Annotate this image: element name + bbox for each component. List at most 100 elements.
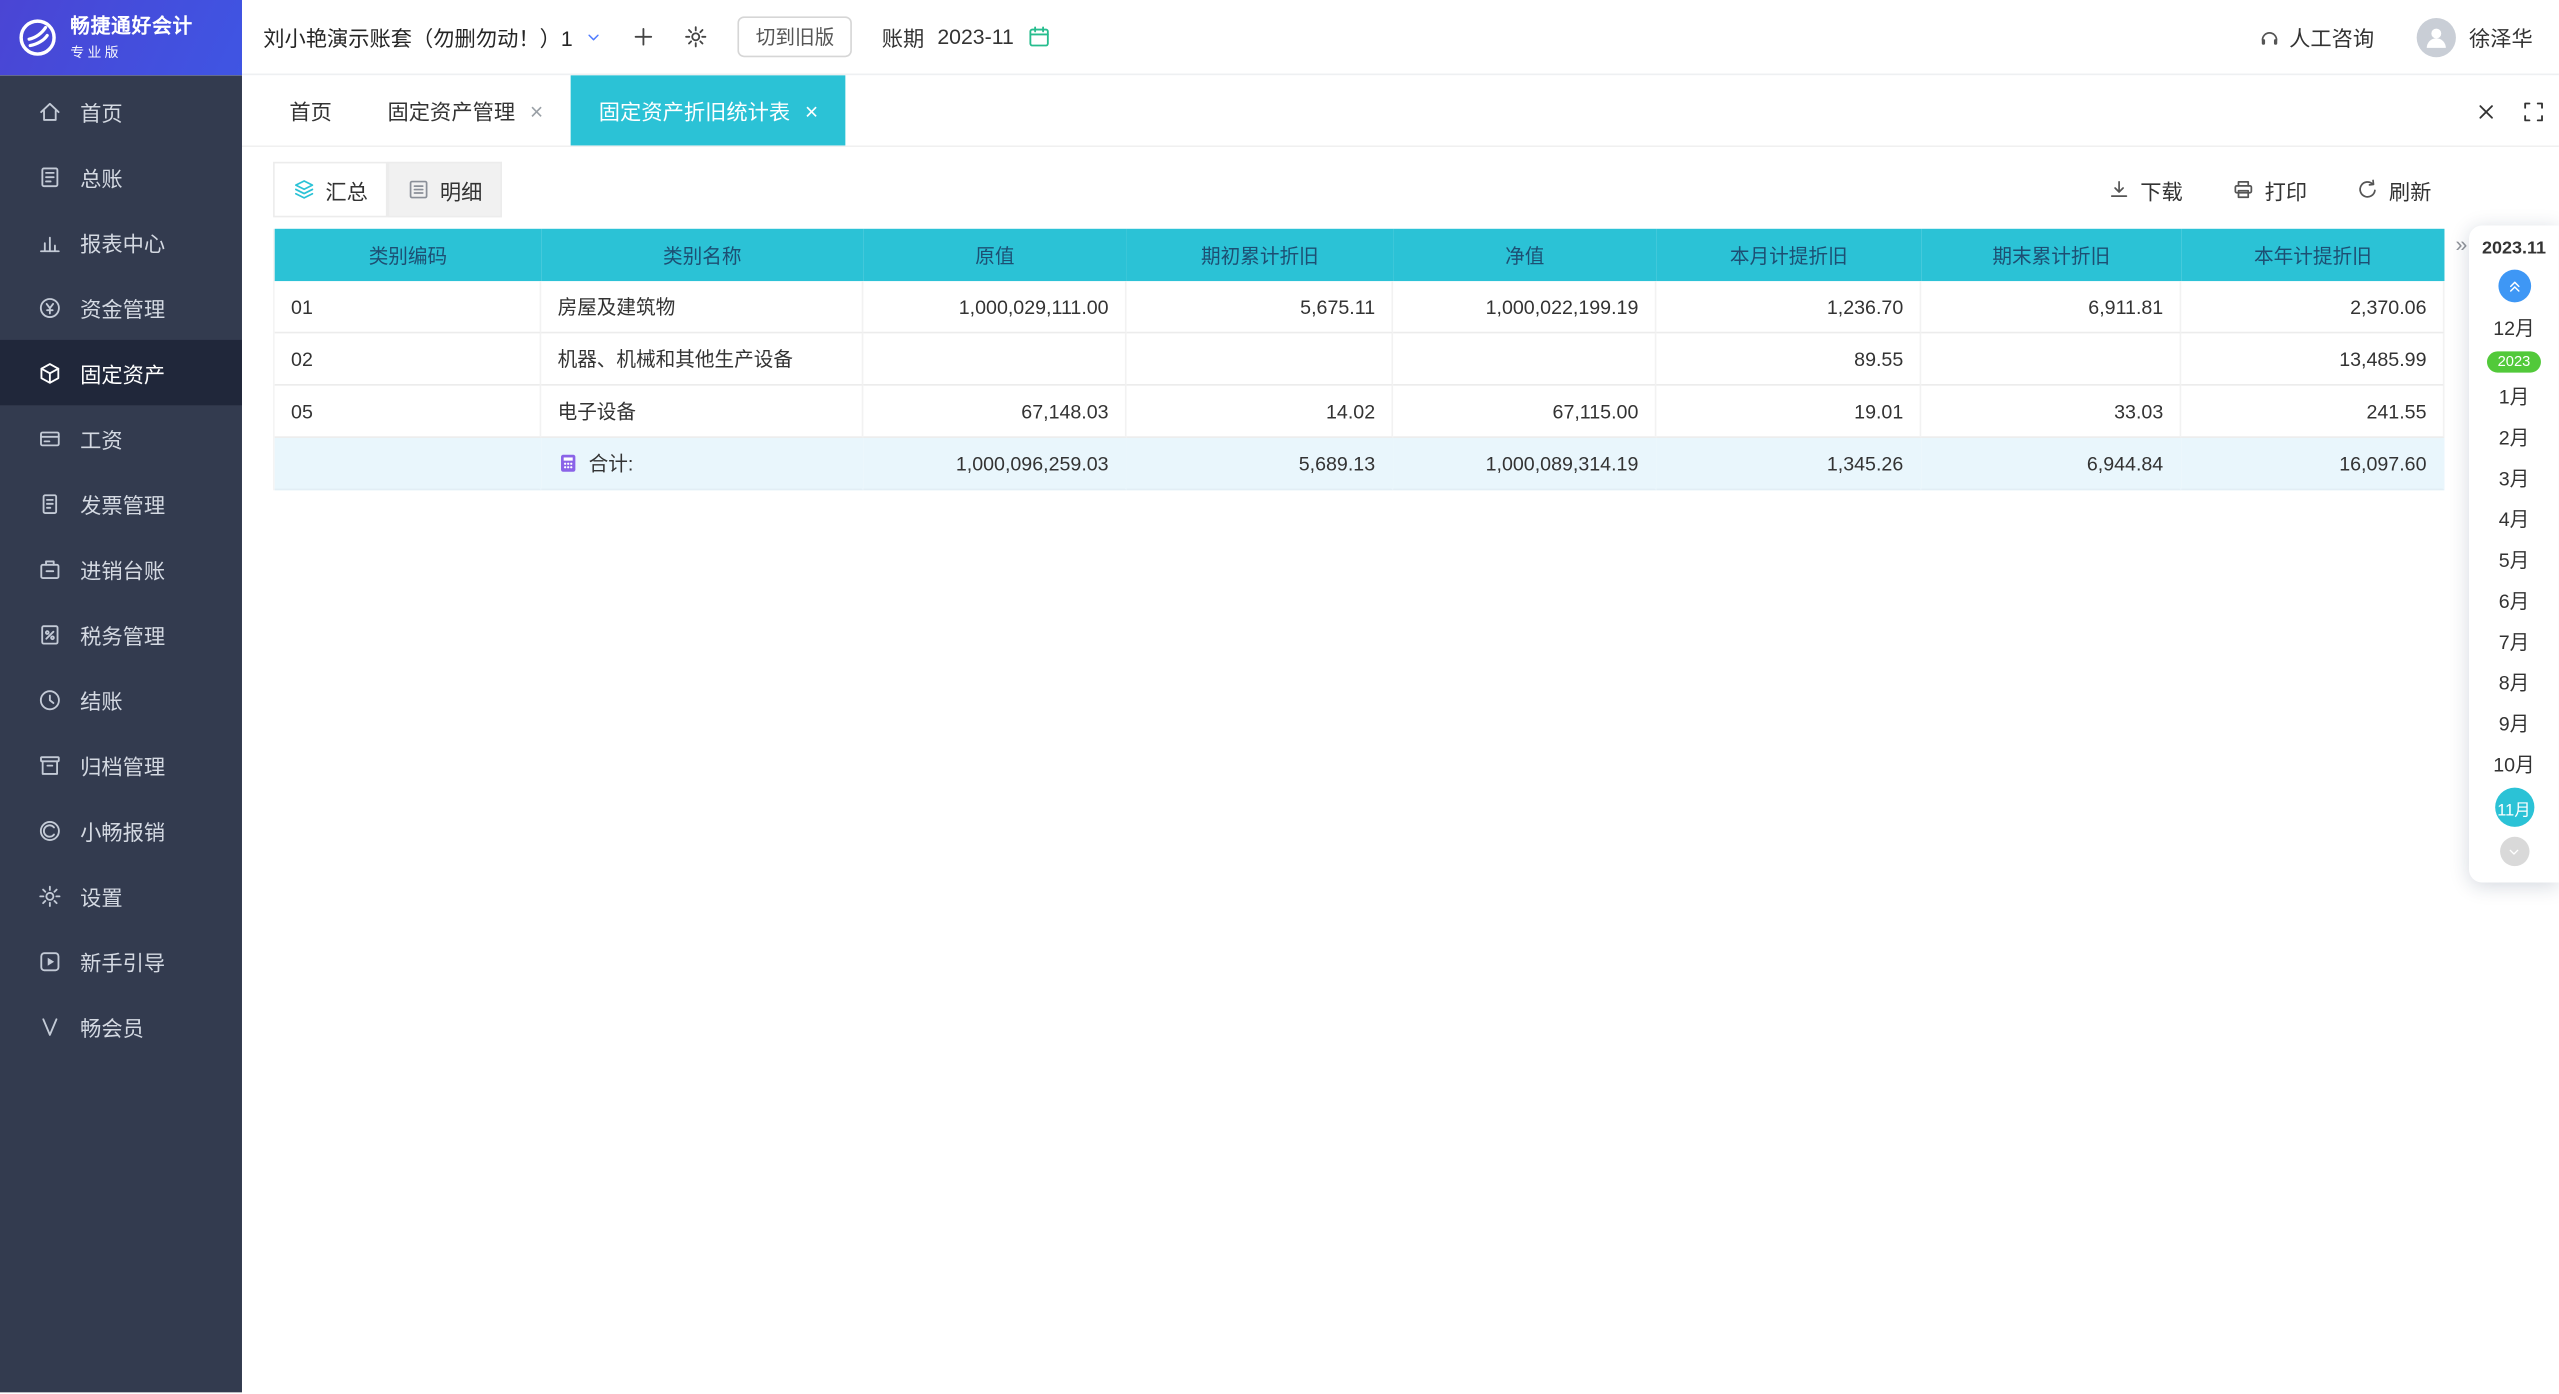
month-item[interactable]: 2月 <box>2498 426 2530 450</box>
content-area: 汇总 明细 下载 打印 <box>241 147 2559 1393</box>
month-item[interactable]: 7月 <box>2498 630 2530 654</box>
tax-icon <box>38 622 63 647</box>
sidebar: 首页总账报表中心 资金管理 固定资产 工资 发票管理 进销台账税务管理结账归档管理小畅报销… <box>0 75 242 1393</box>
fullscreen-button[interactable] <box>2521 99 2546 124</box>
month-item[interactable]: 3月 <box>2498 467 2530 491</box>
download-icon <box>2108 178 2131 201</box>
report-icon <box>38 230 63 255</box>
column-header[interactable]: 期末累计折旧 <box>1921 228 2182 282</box>
table-total-cell: 1,345.26 <box>1656 437 1922 491</box>
column-header[interactable]: 原值 <box>863 228 1127 282</box>
support-button[interactable]: 人工咨询 <box>2258 21 2374 52</box>
sidebar-item-gear[interactable]: 设置 <box>0 863 242 928</box>
table-cell: 67,115.00 <box>1393 385 1657 438</box>
summary-toggle-button[interactable]: 汇总 <box>273 161 388 218</box>
header-right-cluster: 人工咨询 徐泽华 <box>2258 17 2559 57</box>
tab-bar: 首页 固定资产管理 × 固定资产折旧统计表 × <box>241 75 2559 148</box>
sidebar-item-label: 归档管理 <box>80 754 166 779</box>
sidebar-item-home[interactable]: 首页 <box>0 78 242 143</box>
print-icon <box>2232 178 2255 201</box>
tab-1[interactable]: 固定资产管理 × <box>360 75 571 145</box>
sidebar-item-asset[interactable]: 固定资产 <box>0 339 242 406</box>
sidebar-item-ledger[interactable]: 总账 <box>0 144 242 209</box>
month-item[interactable]: 8月 <box>2498 671 2530 695</box>
account-set-selector[interactable]: 刘小艳演示账套（勿删勿动！）1 <box>263 21 603 52</box>
sidebar-item-label: 总账 <box>80 165 123 191</box>
close-tab-icon[interactable]: × <box>529 97 544 124</box>
sidebar-item-label: 设置 <box>80 884 123 910</box>
table-row[interactable]: 05 电子设备 67,148.03 14.02 67,115.00 19.01 33.03 2… <box>274 385 2445 438</box>
add-account-button[interactable] <box>632 25 657 50</box>
month-item[interactable]: 6月 <box>2498 589 2530 613</box>
close-tab-icon[interactable]: × <box>804 97 819 124</box>
column-header[interactable]: 类别编码 <box>274 228 542 282</box>
table-row[interactable]: 01 房屋及建筑物 1,000,029,111.00 5,675.11 1,000,02… <box>274 281 2445 334</box>
sidebar-item-archive[interactable]: 归档管理 <box>0 732 242 797</box>
home-icon <box>38 99 63 124</box>
table-cell: 机器、机械和其他生产设备 <box>541 333 864 386</box>
tab-0[interactable]: 首页 <box>262 75 360 145</box>
ledger-icon <box>38 164 63 189</box>
user-name[interactable]: 徐泽华 <box>2468 26 2533 51</box>
tab-actions <box>2474 75 2546 147</box>
column-header[interactable]: 类别名称 <box>541 228 864 282</box>
sidebar-item-member[interactable]: 畅会员 <box>0 994 242 1059</box>
inout-icon <box>38 556 63 581</box>
header-settings-gear-button[interactable] <box>684 25 709 50</box>
invoice-icon <box>38 491 63 516</box>
report-actions: 下载 打印 刷新 <box>2108 174 2431 205</box>
month-item[interactable]: 1月 <box>2498 385 2530 409</box>
month-item-selected[interactable]: 11月 <box>2494 787 2534 827</box>
month-item[interactable]: 12月 <box>2493 317 2535 340</box>
archive-icon <box>38 753 63 778</box>
column-header[interactable]: 期初累计折旧 <box>1126 228 1394 282</box>
sidebar-item-inout[interactable]: 进销台账 <box>0 536 242 601</box>
sidebar-item-report[interactable]: 报表中心 <box>0 209 242 274</box>
table-total-cell: 1,000,089,314.19 <box>1393 437 1657 491</box>
tab-2[interactable]: 固定资产折旧统计表 × <box>571 75 847 146</box>
detail-toggle-button[interactable]: 明细 <box>387 161 502 218</box>
scroll-down-button[interactable] <box>2499 836 2529 867</box>
tab-label: 固定资产折旧统计表 <box>598 99 791 125</box>
month-item[interactable]: 4月 <box>2498 508 2530 532</box>
switch-old-version-button[interactable]: 切到旧版 <box>737 16 853 58</box>
reimburse-icon <box>38 818 63 843</box>
table-cell: 67,148.03 <box>863 385 1127 438</box>
sidebar-item-label: 结账 <box>80 688 123 714</box>
scroll-up-button[interactable] <box>2497 269 2531 303</box>
month-item[interactable]: 9月 <box>2498 712 2530 736</box>
table-cell: 19.01 <box>1656 385 1922 438</box>
period-panel-collapse-handle[interactable]: » <box>2455 232 2468 257</box>
summary-label: 汇总 <box>325 178 368 204</box>
member-icon <box>38 1014 63 1039</box>
refresh-button[interactable]: 刷新 <box>2356 174 2431 205</box>
calendar-icon[interactable] <box>1027 25 1052 50</box>
avatar[interactable] <box>2416 17 2456 57</box>
sidebar-item-label: 税务管理 <box>80 623 166 648</box>
table-row[interactable]: 02 机器、机械和其他生产设备 89.55 13,485.99 <box>274 333 2445 386</box>
top-header: 畅捷通好会计 专业版 刘小艳演示账套（勿删勿动！）1 切到旧版 账期 2023-… <box>0 0 2559 76</box>
year-badge: 2023 <box>2487 351 2541 373</box>
sidebar-item-fund[interactable]: 资金管理 <box>0 275 242 340</box>
download-button[interactable]: 下载 <box>2108 174 2183 205</box>
sidebar-item-tax[interactable]: 税务管理 <box>0 601 242 666</box>
table-cell: 2,370.06 <box>2181 281 2445 334</box>
sidebar-item-closing[interactable]: 结账 <box>0 667 242 732</box>
month-item[interactable]: 10月 <box>2493 753 2535 777</box>
salary-icon <box>38 426 63 451</box>
sidebar-item-guide[interactable]: 新手引导 <box>0 928 242 993</box>
period-panel: 2023.11 12月 2023 1月 2月 3月 4月 5月 6月 7月 8月 9月 10月 11月 <box>2469 225 2559 883</box>
depreciation-table: 类别编码 类别名称 原值 期初累计折旧 净值 本月计提折旧 期末累计折旧 本年计提折旧 01 房屋… <box>273 228 2445 491</box>
sidebar-item-reimburse[interactable]: 小畅报销 <box>0 797 242 862</box>
table-cell <box>863 333 1127 386</box>
period-value[interactable]: 2023-11 <box>937 24 1014 50</box>
table-cell: 13,485.99 <box>2181 333 2445 386</box>
column-header[interactable]: 本月计提折旧 <box>1656 228 1922 282</box>
month-item[interactable]: 5月 <box>2498 549 2530 572</box>
close-tabs-button[interactable] <box>2474 99 2499 124</box>
sidebar-item-invoice[interactable]: 发票管理 <box>0 471 242 536</box>
column-header[interactable]: 净值 <box>1393 228 1657 282</box>
sidebar-item-salary[interactable]: 工资 <box>0 405 242 470</box>
print-button[interactable]: 打印 <box>2232 174 2307 205</box>
column-header[interactable]: 本年计提折旧 <box>2181 228 2445 282</box>
